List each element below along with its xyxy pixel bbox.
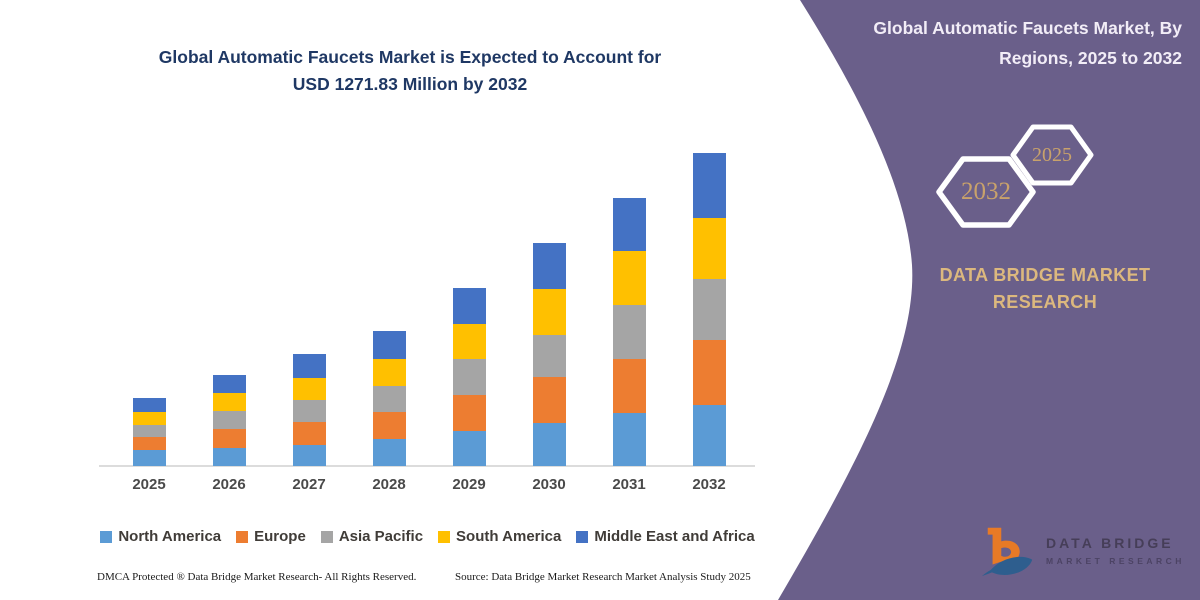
x-axis-label-2029: 2029 [452,476,486,493]
x-axis-label-2030: 2030 [532,476,566,493]
logo-text-secondary: MARKET RESEARCH [1046,556,1185,566]
bar-segment-asia-pacific-2032 [692,278,726,340]
x-axis-line [99,465,755,467]
legend-label: Europe [254,528,306,545]
bar-segment-middle-east-and-africa-2027 [292,354,326,379]
legend-item-south-america: South America [438,528,561,545]
brand-name-line1: DATA BRIDGE MARKET [939,265,1151,285]
bar-segment-asia-pacific-2026 [212,411,246,429]
bar-segment-south-america-2027 [292,378,326,401]
x-axis-label-2027: 2027 [292,476,326,493]
x-axis-label-2028: 2028 [372,476,406,493]
legend-label: South America [456,528,562,545]
legend-swatch-icon [100,530,113,543]
bar-segment-asia-pacific-2028 [372,385,406,413]
bar-segment-south-america-2030 [532,289,566,335]
bar-segment-middle-east-and-africa-2028 [372,330,406,359]
dmca-notice: DMCA Protected ® Data Bridge Market Rese… [97,571,417,583]
sidebar-background-shape [778,0,1200,600]
stacked-bar-chart: 2025 2026 2027 2028 2029 2030 2031 2032 North A… [95,140,760,560]
legend-swatch-icon [320,530,333,543]
x-axis-label-2032: 2032 [692,476,726,493]
legend-label: North America [118,528,222,545]
brand-name: DATA BRIDGE MARKET RESEARCH [880,262,1200,316]
x-axis-label-2031: 2031 [612,476,646,493]
bar-segment-north-america-2030 [532,423,566,466]
bar-segment-north-america-2026 [212,448,246,466]
bar-segment-europe-2025 [132,437,166,451]
sidebar-title: Global Automatic Faucets Market, By Regi… [873,18,1182,68]
chart-legend: North America Europe Asia Pacific South Ame… [95,528,760,545]
legend-item-asia-pacific: Asia Pacific [320,528,424,545]
bar-segment-middle-east-and-africa-2032 [692,153,726,218]
x-axis-label-2026: 2026 [212,476,246,493]
legend-label: Middle East and Africa [594,528,755,545]
bar-segment-south-america-2026 [212,392,246,412]
hexagon-icon [936,156,1036,228]
bar-segment-middle-east-and-africa-2026 [212,375,246,393]
bar-segment-asia-pacific-2029 [452,358,486,395]
hexagon-badge-2032: 2032 [936,153,1036,231]
legend-swatch-icon [576,530,589,543]
chart-title-line2: USD 1271.83 Million by 2032 [292,74,528,94]
data-bridge-logo: DATA BRIDGE MARKET RESEARCH [980,522,1185,580]
bar-segment-north-america-2025 [132,450,166,466]
hexagon-year-label: 2025 [1032,143,1072,166]
bar-segment-north-america-2032 [692,405,726,466]
bar-segment-europe-2029 [452,394,486,431]
hexagon-year-label: 2032 [961,178,1011,205]
legend-item-middle-east-and-africa: Middle East and Africa [576,528,755,545]
bar-segment-middle-east-and-africa-2030 [532,243,566,290]
bar-segment-south-america-2025 [132,411,166,426]
legend-swatch-icon [236,530,249,543]
logo-text: DATA BRIDGE MARKET RESEARCH [1046,522,1185,580]
chart-title: Global Automatic Faucets Market is Expec… [85,44,735,98]
legend-item-north-america: North America [100,528,221,545]
brand-name-line2: RESEARCH [992,292,1098,312]
bar-segment-north-america-2031 [612,413,646,466]
bar-segment-asia-pacific-2027 [292,400,326,423]
legend-item-europe: Europe [236,528,306,545]
plot-area [95,140,760,467]
bar-segment-europe-2030 [532,376,566,424]
bar-segment-europe-2027 [292,422,326,445]
logo-text-primary: DATA BRIDGE [1046,535,1174,551]
bar-segment-middle-east-and-africa-2031 [612,198,646,252]
bar-segment-europe-2028 [372,412,406,440]
bar-segment-asia-pacific-2025 [132,425,166,438]
bar-segment-europe-2026 [212,428,246,449]
bar-segment-south-america-2029 [452,323,486,359]
bar-segment-europe-2031 [612,359,646,414]
bar-segment-middle-east-and-africa-2025 [132,398,166,412]
hexagon-icon [1010,124,1094,186]
bar-segment-middle-east-and-africa-2029 [452,288,486,324]
bar-segment-north-america-2028 [372,439,406,466]
legend-swatch-icon [438,530,451,543]
bar-segment-south-america-2031 [612,251,646,306]
bar-segment-south-america-2032 [692,217,726,279]
bar-segment-europe-2032 [692,340,726,406]
bar-segment-north-america-2029 [452,430,486,466]
data-bridge-logo-icon [981,527,1033,577]
x-axis-label-2025: 2025 [132,476,166,493]
x-axis-labels: 2025 2026 2027 2028 2029 2030 2031 2032 [95,476,760,500]
bar-segment-asia-pacific-2030 [532,334,566,377]
chart-title-line1: Global Automatic Faucets Market is Expec… [158,47,662,67]
bar-segment-north-america-2027 [292,444,326,466]
bar-segment-asia-pacific-2031 [612,305,646,360]
hexagon-badge-2025: 2025 [1010,122,1094,188]
source-note: Source: Data Bridge Market Research Mark… [455,571,751,583]
legend-label: Asia Pacific [338,528,424,545]
bar-segment-south-america-2028 [372,358,406,386]
